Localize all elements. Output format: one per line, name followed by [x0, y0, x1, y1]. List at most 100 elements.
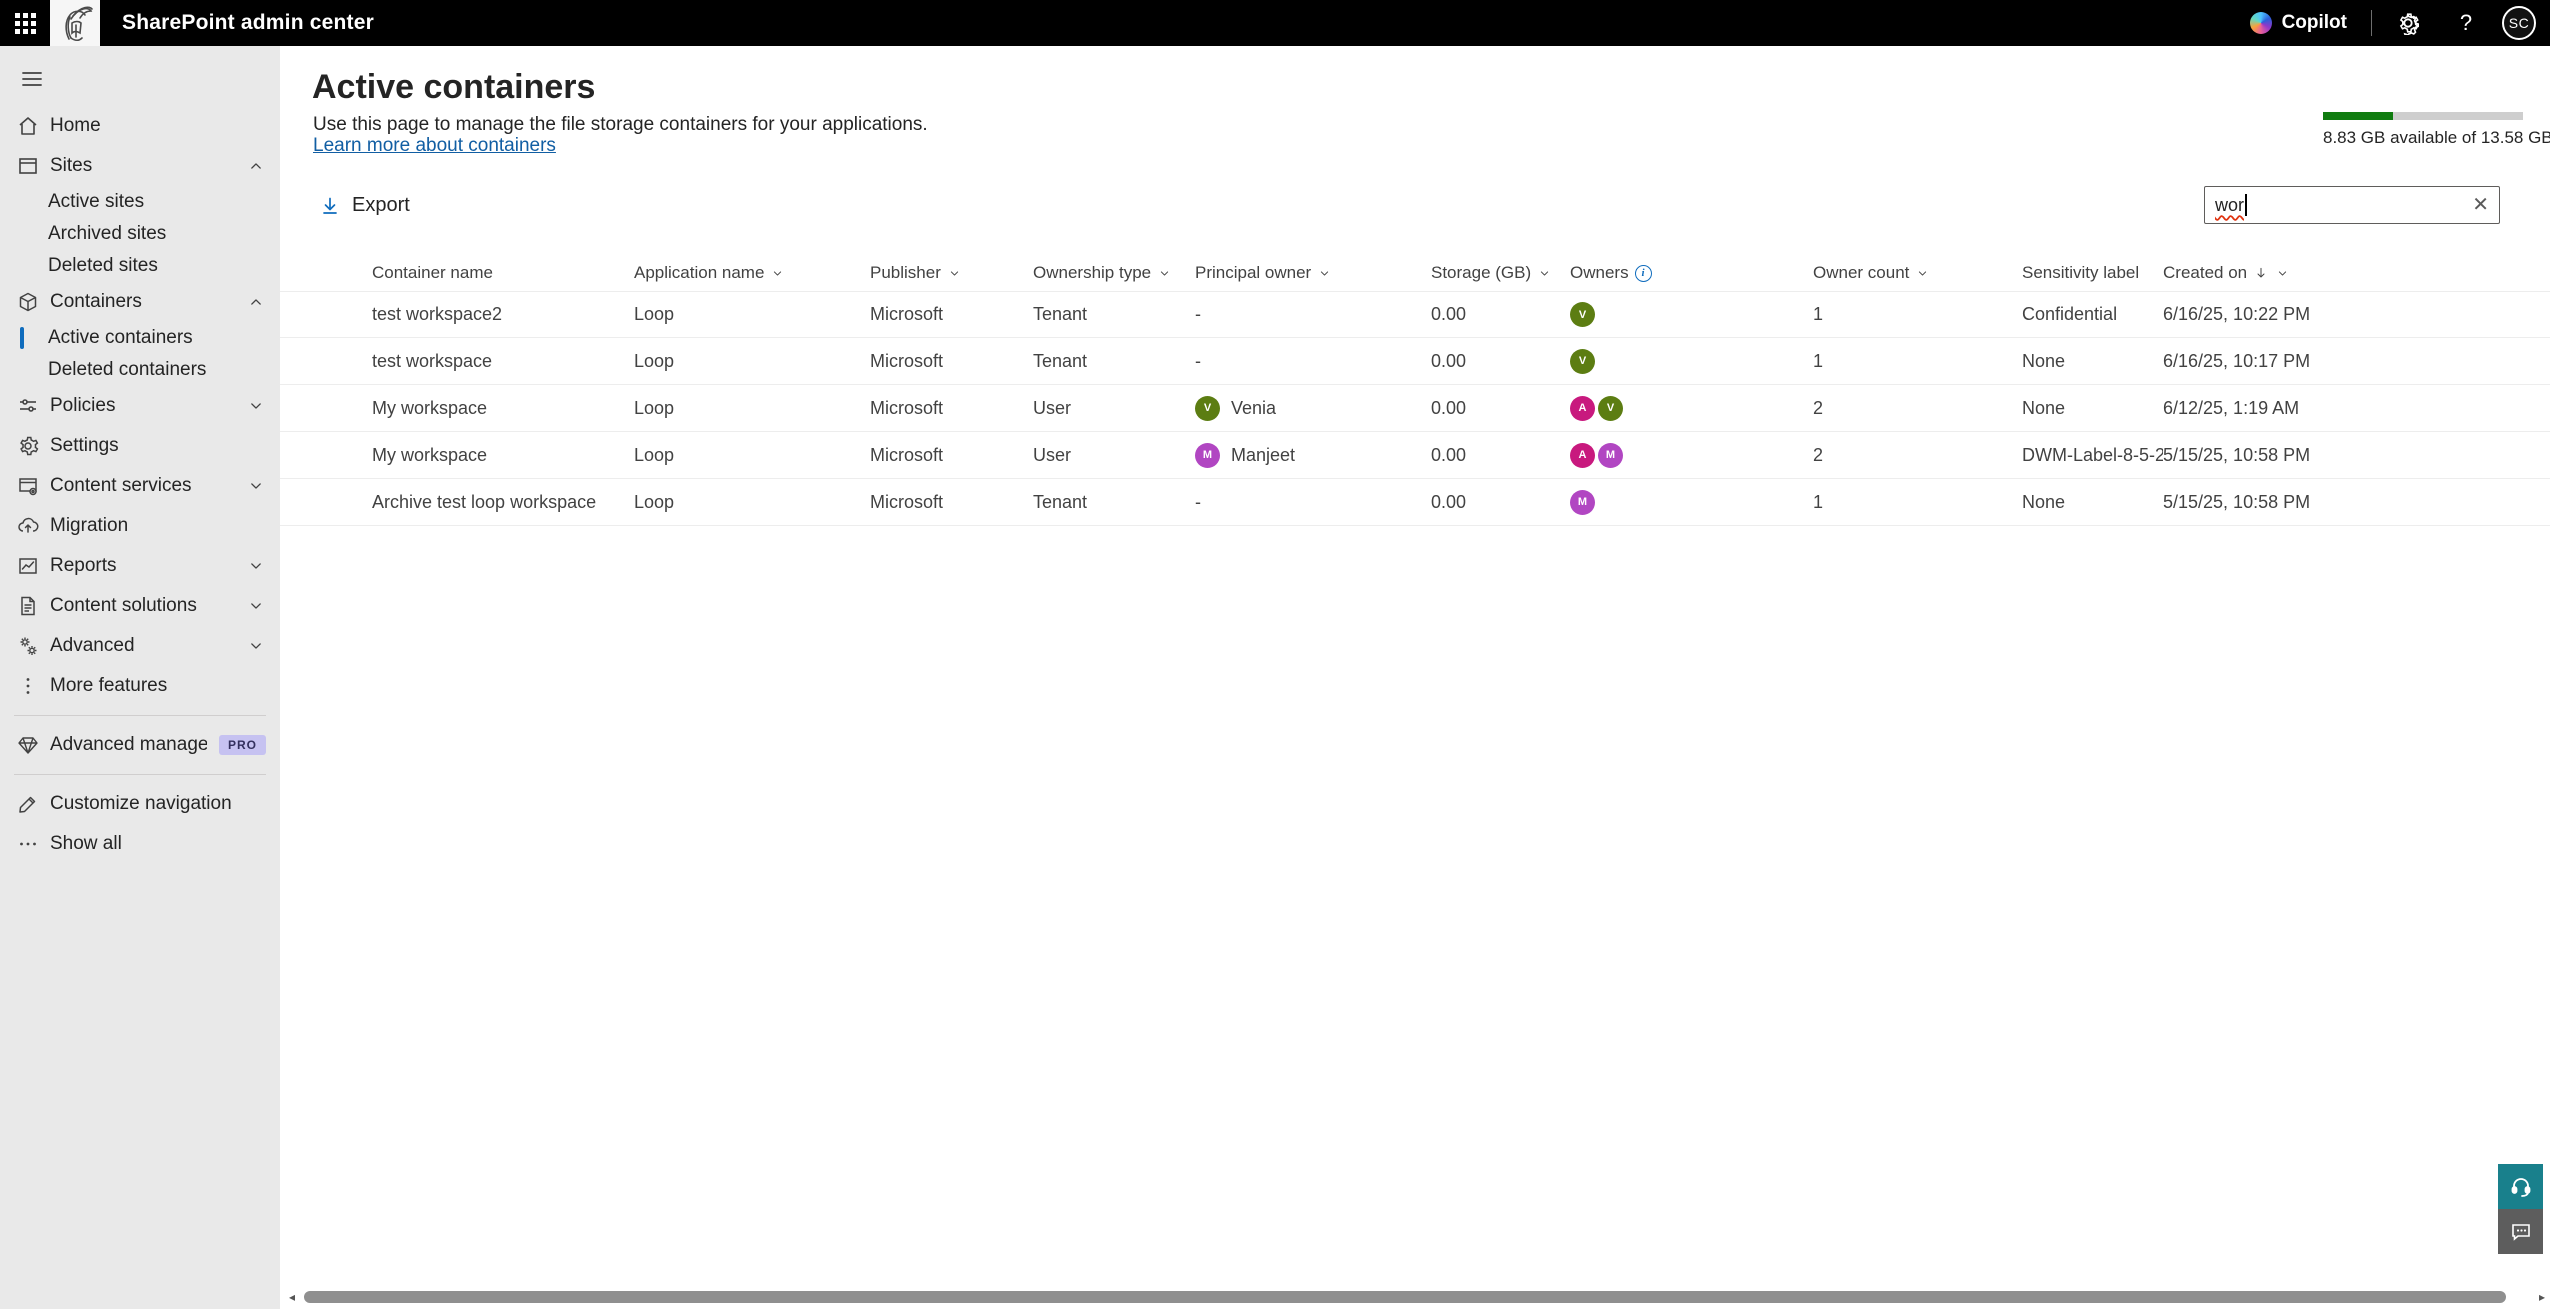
cell-created-on: 6/12/25, 1:19 AM — [2163, 397, 2300, 418]
org-logo[interactable] — [50, 0, 100, 46]
cell-container-name[interactable]: My workspace — [372, 444, 488, 465]
horizontal-scrollbar[interactable]: ◂ ▸ — [286, 1289, 2550, 1305]
column-header-principal-owner[interactable]: Principal owner — [1195, 263, 1431, 283]
sidebar-item-reports[interactable]: Reports — [0, 546, 280, 586]
cell-owner-count: 1 — [1813, 491, 1824, 512]
avatar: A — [1570, 442, 1595, 468]
chevron-down — [251, 563, 261, 569]
sidebar-item-show-all[interactable]: Show all — [0, 824, 280, 864]
column-label: Storage (GB) — [1431, 263, 1532, 282]
account-avatar[interactable]: SC — [2502, 6, 2536, 40]
cube-icon — [19, 292, 37, 312]
table-row[interactable]: Archive test loop workspace Loop Microsoft… — [280, 479, 2550, 526]
sidebar-item-content-services[interactable]: Content services — [0, 466, 280, 506]
sidebar-item-label: Containers — [50, 291, 142, 312]
collapse-nav-button[interactable] — [14, 62, 50, 96]
column-header-owners[interactable]: Owners i — [1570, 263, 1813, 283]
table-row[interactable]: test workspace2 Loop Microsoft Tenant - 0.00 V… — [280, 291, 2550, 338]
sidebar-item-migration[interactable]: Migration — [0, 506, 280, 546]
column-header-created-on[interactable]: Created on — [2163, 263, 2550, 283]
app-title: SharePoint admin center — [122, 11, 374, 34]
avatar: M — [1195, 442, 1220, 468]
clear-search-icon[interactable]: ✕ — [2472, 194, 2489, 216]
sidebar-item-home[interactable]: Home — [0, 106, 280, 146]
sliders-icon — [20, 399, 36, 412]
table-row[interactable]: My workspace Loop Microsoft User M Manjeet 0.0… — [280, 432, 2550, 479]
gear-icon — [20, 436, 39, 456]
help-button[interactable]: ? — [2444, 1, 2488, 45]
column-label: Application name — [634, 263, 765, 282]
download-icon — [323, 197, 337, 214]
gear-icon — [2399, 13, 2419, 35]
cell-owners: M — [1570, 489, 1813, 515]
storage-available-text: 8.83 GB available of 13.58 GB — [2323, 128, 2550, 147]
chevron-down — [1541, 270, 1549, 276]
scroll-left-arrow-icon[interactable]: ◂ — [288, 1290, 296, 1304]
sidebar-item-label: Advanced management — [50, 734, 207, 755]
column-header-sensitivity-label[interactable]: Sensitivity label — [2022, 263, 2163, 283]
headset-icon — [2511, 1177, 2530, 1197]
column-header-application-name[interactable]: Application name — [634, 263, 870, 283]
copilot-icon — [2249, 12, 2272, 34]
arrow-down — [2257, 267, 2265, 278]
left-navigation: Home Sites Active sites Archived sites Delet… — [0, 46, 280, 1309]
owners-info-icon[interactable]: i — [1634, 264, 1652, 282]
table-row[interactable]: test workspace Loop Microsoft Tenant - 0.00 V 1… — [280, 338, 2550, 385]
cell-publisher: Microsoft — [870, 444, 944, 465]
column-header-storage-gb-[interactable]: Storage (GB) — [1431, 263, 1570, 283]
avatar-initials: SC — [2508, 15, 2530, 31]
feedback-button[interactable] — [2498, 1209, 2543, 1254]
column-header-publisher[interactable]: Publisher — [870, 263, 1033, 283]
table-row[interactable]: My workspace Loop Microsoft User V Venia 0.00 A… — [280, 385, 2550, 432]
export-button[interactable]: Export — [312, 190, 418, 221]
cell-container-name[interactable]: test workspace — [372, 350, 493, 371]
sidebar-item-customize-navigation[interactable]: Customize navigation — [0, 784, 280, 824]
avatar: A — [1570, 395, 1595, 421]
sidebar-item-advanced[interactable]: Advanced — [0, 626, 280, 666]
cell-publisher: Microsoft — [870, 491, 944, 512]
sidebar-item-deleted-containers[interactable]: Deleted containers — [0, 354, 280, 386]
sidebar-item-policies[interactable]: Policies — [0, 386, 280, 426]
sidebar-item-active-containers[interactable]: Active containers — [0, 322, 280, 354]
top-bar: SharePoint admin center Copilot ? SC — [0, 0, 2550, 46]
cell-container-name[interactable]: Archive test loop workspace — [372, 491, 597, 512]
copilot-button[interactable]: Copilot — [2240, 12, 2357, 34]
sidebar-item-label: Active containers — [48, 327, 193, 348]
sidebar-item-label: Deleted containers — [48, 359, 207, 380]
support-button[interactable] — [2498, 1164, 2543, 1209]
nav-divider — [14, 715, 266, 716]
scrollbar-thumb[interactable] — [304, 1291, 2506, 1303]
sidebar-item-archived-sites[interactable]: Archived sites — [0, 218, 280, 250]
sidebar-item-containers[interactable]: Containers — [0, 282, 280, 322]
sidebar-item-more-features[interactable]: More features — [0, 666, 280, 706]
page-title: Active containers — [312, 68, 596, 106]
settings-gear-button[interactable] — [2386, 1, 2430, 45]
cell-container-name[interactable]: My workspace — [372, 397, 488, 418]
sidebar-item-content-solutions[interactable]: Content solutions — [0, 586, 280, 626]
sidebar-item-advanced-management[interactable]: Advanced management PRO — [0, 725, 280, 765]
sites-icon — [19, 158, 37, 174]
avatar: V — [1195, 395, 1220, 421]
column-header-ownership-type[interactable]: Ownership type — [1033, 263, 1195, 283]
search-input[interactable]: wor ✕ — [2204, 186, 2500, 224]
cell-container-name[interactable]: test workspace2 — [372, 304, 503, 324]
avatar: V — [1570, 302, 1595, 327]
learn-more-link[interactable]: Learn more about containers — [313, 135, 556, 156]
sidebar-item-sites[interactable]: Sites — [0, 146, 280, 186]
sidebar-item-label: Customize navigation — [50, 793, 232, 814]
spartan-helmet-icon — [65, 6, 93, 42]
sidebar-item-active-sites[interactable]: Active sites — [0, 186, 280, 218]
scroll-right-arrow-icon[interactable]: ▸ — [2538, 1290, 2546, 1304]
column-header-container-name[interactable]: Container name — [372, 263, 634, 283]
sidebar-item-label: Content solutions — [50, 595, 197, 616]
dots-vertical-icon — [26, 678, 30, 694]
sidebar-item-deleted-sites[interactable]: Deleted sites — [0, 250, 280, 282]
sidebar-item-settings[interactable]: Settings — [0, 426, 280, 466]
pencil-icon — [19, 796, 36, 813]
sidebar-item-label: More features — [50, 675, 168, 696]
avatar: V — [1598, 395, 1623, 421]
cell-publisher: Microsoft — [870, 350, 944, 371]
column-header-owner-count[interactable]: Owner count — [1813, 263, 2022, 283]
app-launcher-button[interactable] — [0, 0, 50, 46]
